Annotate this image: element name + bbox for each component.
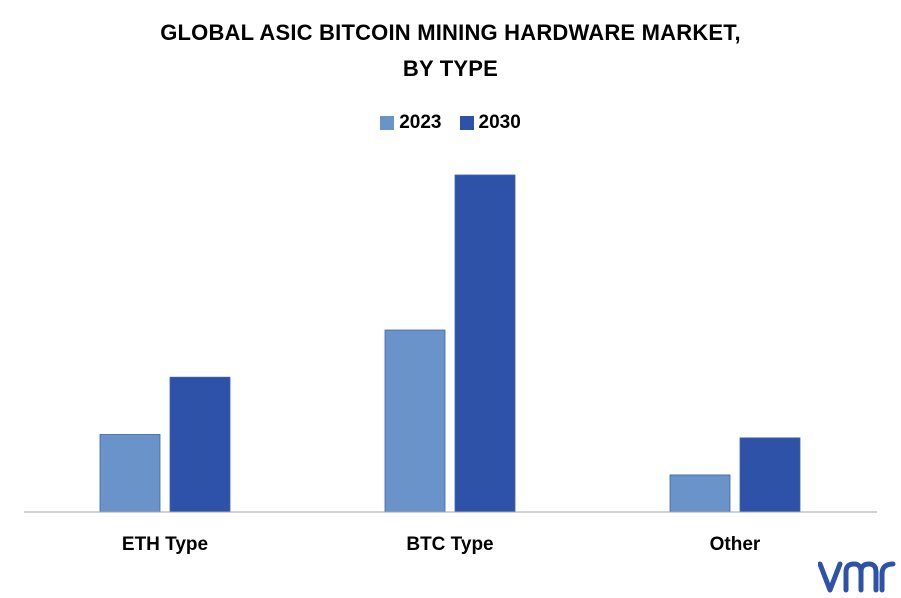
legend-swatch-2030: [459, 116, 474, 130]
legend-swatch-2023: [380, 116, 395, 130]
legend-item-2023: 2023: [380, 112, 442, 134]
category-label-btc-type: BTC Type: [406, 534, 493, 555]
bar-btc-type-2030: [454, 174, 516, 513]
vmr-logo-icon: [818, 561, 896, 593]
bar-other-2030: [739, 437, 801, 513]
bar-other-2023: [669, 474, 731, 513]
category-label-eth-type: ETH Type: [122, 534, 208, 555]
chart-title-line-2: BY TYPE: [402, 56, 499, 81]
legend: 2023 2030: [0, 112, 901, 134]
bar-eth-type-2030: [169, 376, 231, 513]
bar-btc-type-2023: [384, 329, 446, 513]
chart-title-line-1: GLOBAL ASIC BITCOIN MINING HARDWARE MARK…: [160, 20, 741, 45]
category-label-other: Other: [710, 534, 761, 555]
category-labels: ETH Type BTC Type Other: [122, 534, 761, 555]
bars-group: [99, 174, 801, 513]
legend-label-2023: 2023: [399, 112, 442, 133]
legend-label-2030: 2030: [478, 112, 521, 133]
legend-item-2030: 2030: [459, 112, 521, 134]
bar-eth-type-2023: [99, 434, 161, 513]
